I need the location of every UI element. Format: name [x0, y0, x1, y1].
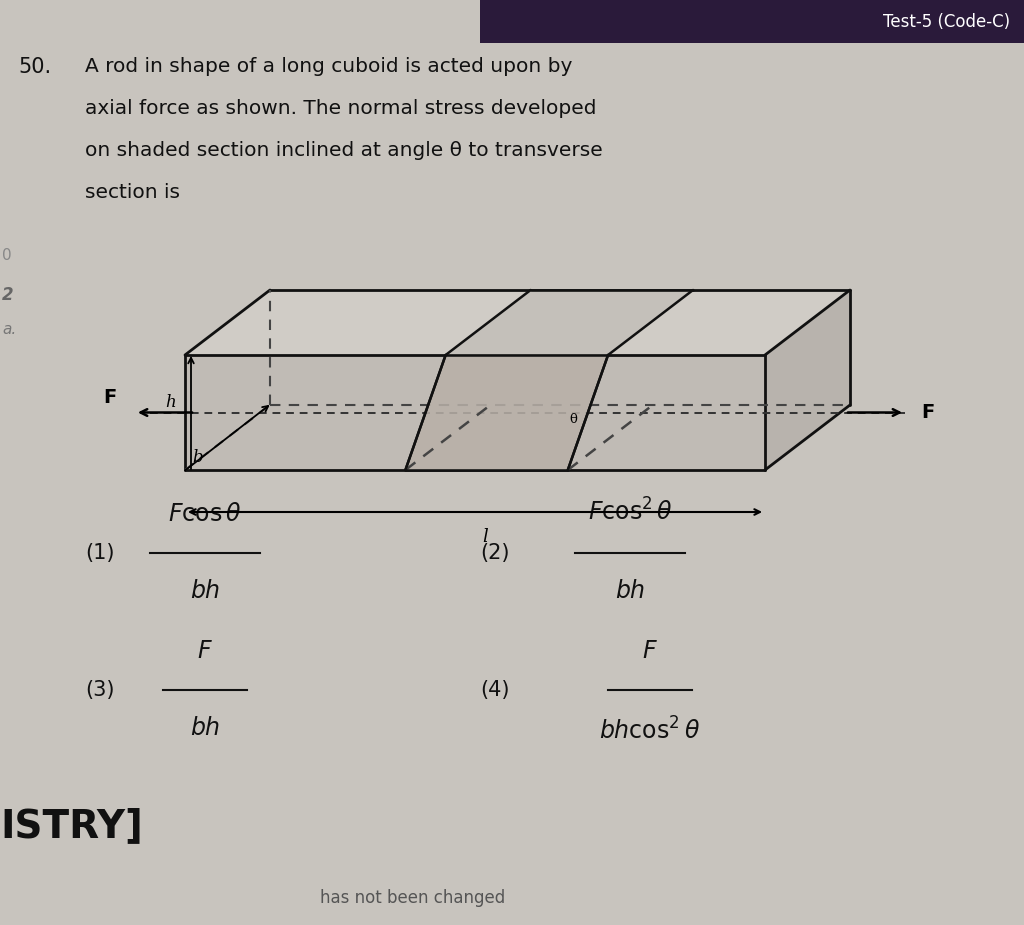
Polygon shape — [765, 290, 850, 470]
Polygon shape — [406, 355, 608, 470]
Text: 2: 2 — [2, 286, 13, 304]
Text: $bh$: $bh$ — [189, 580, 220, 603]
Text: on shaded section inclined at angle θ to transverse: on shaded section inclined at angle θ to… — [85, 141, 603, 160]
Text: (3): (3) — [85, 680, 115, 700]
Polygon shape — [445, 290, 693, 355]
Text: F: F — [922, 403, 935, 422]
Text: $bh$: $bh$ — [614, 580, 645, 603]
Text: has not been changed: has not been changed — [319, 889, 505, 907]
Text: $F$: $F$ — [642, 640, 658, 663]
Text: ISTRY]: ISTRY] — [0, 807, 143, 845]
Text: A rod in shape of a long cuboid is acted upon by: A rod in shape of a long cuboid is acted… — [85, 57, 572, 76]
Text: 0: 0 — [2, 248, 11, 263]
Text: 50.: 50. — [18, 57, 51, 77]
Text: $bh$: $bh$ — [189, 717, 220, 740]
Text: (2): (2) — [480, 543, 510, 563]
Text: $F\cos\theta$: $F\cos\theta$ — [168, 503, 242, 526]
Text: h: h — [165, 394, 176, 411]
FancyBboxPatch shape — [480, 0, 1024, 43]
Text: axial force as shown. The normal stress developed: axial force as shown. The normal stress … — [85, 99, 597, 118]
Text: Test-5 (Code-C): Test-5 (Code-C) — [883, 13, 1010, 31]
Text: F: F — [103, 388, 117, 407]
Text: l: l — [482, 528, 487, 546]
Text: θ: θ — [569, 413, 577, 426]
Text: $bh\cos^2\theta$: $bh\cos^2\theta$ — [599, 717, 700, 745]
Polygon shape — [185, 355, 765, 470]
Text: a.: a. — [2, 323, 16, 338]
Polygon shape — [185, 290, 850, 355]
Text: (1): (1) — [85, 543, 115, 563]
Text: (4): (4) — [480, 680, 510, 700]
Text: $F\cos^2\theta$: $F\cos^2\theta$ — [588, 499, 673, 526]
Text: b: b — [193, 450, 203, 466]
Text: $F$: $F$ — [197, 640, 213, 663]
Text: section is: section is — [85, 183, 180, 202]
